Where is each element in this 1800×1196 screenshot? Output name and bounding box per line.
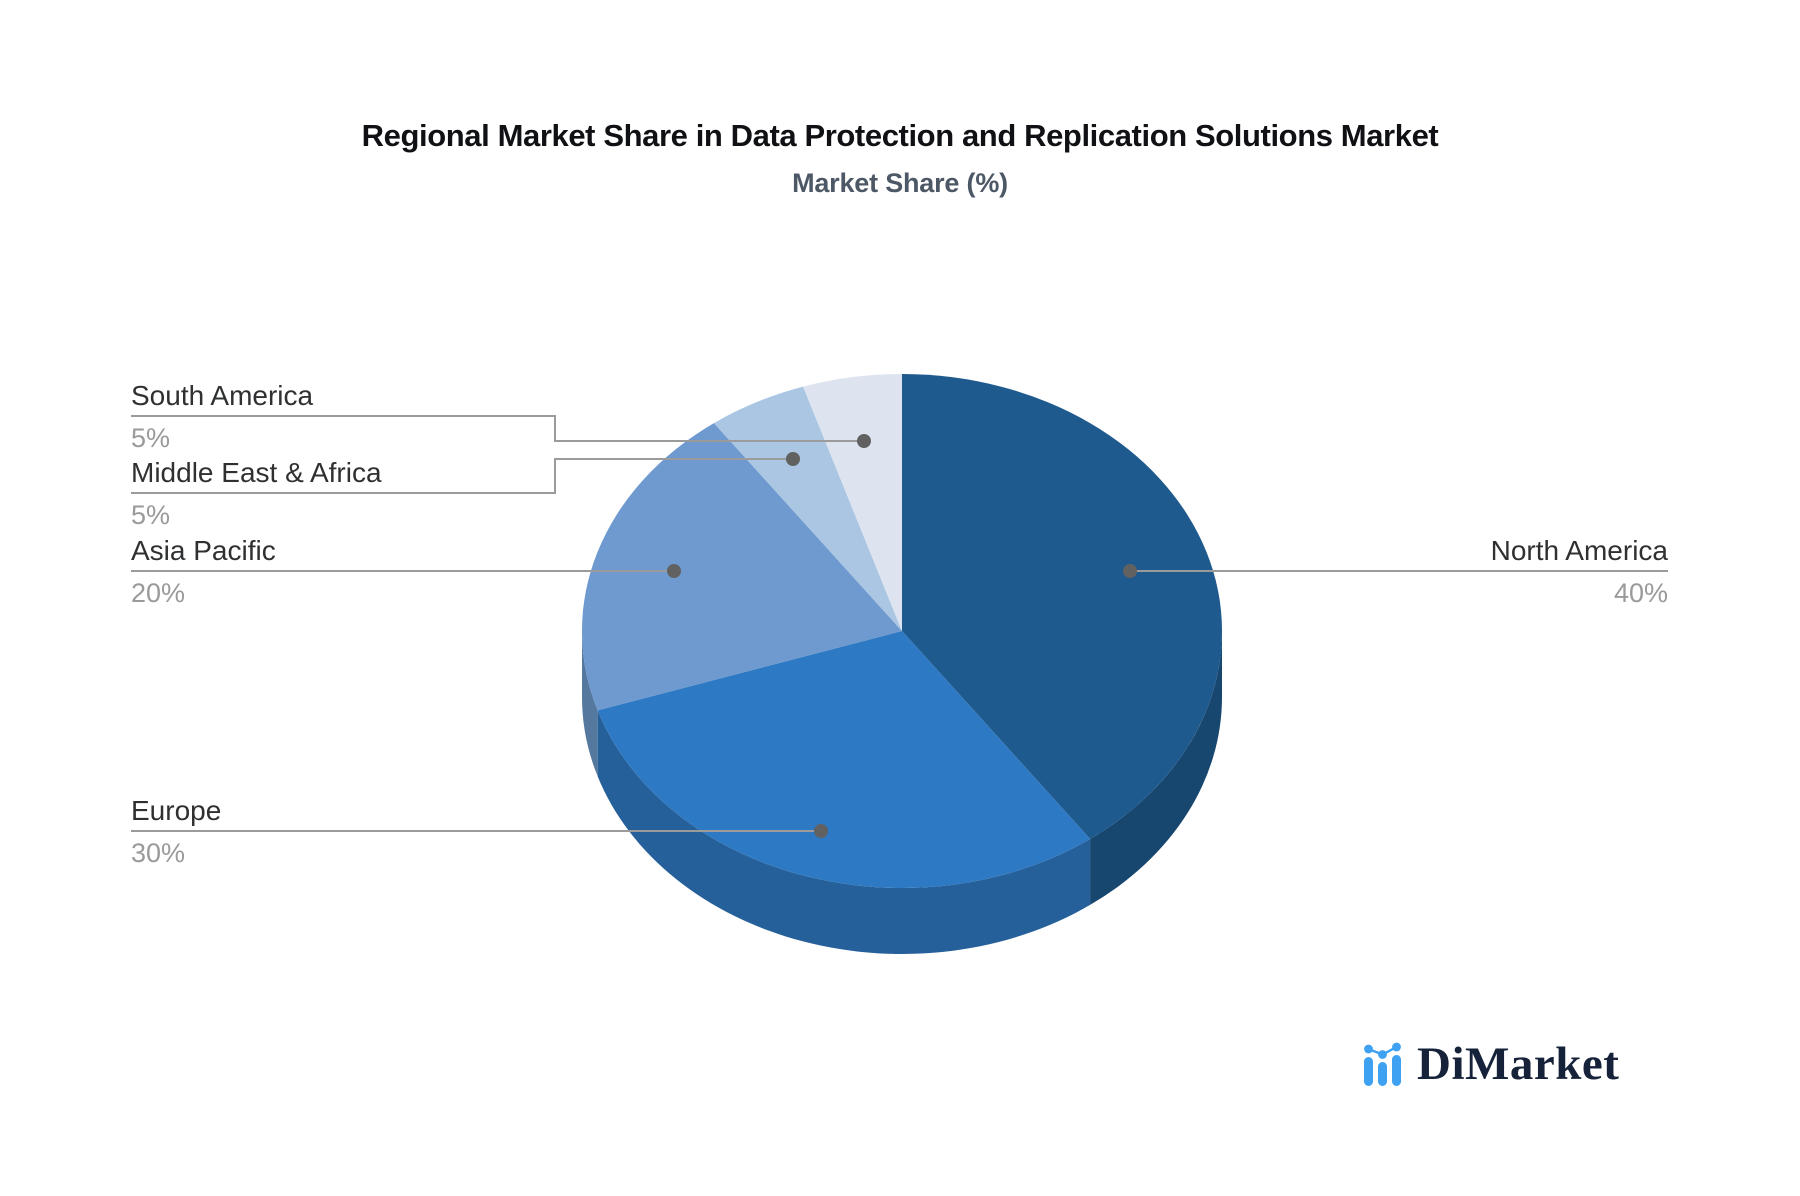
slice-label-value: 40% — [1613, 578, 1668, 608]
brand-logo: DiMarket — [1364, 1040, 1619, 1088]
slice-label-middle-east-africa: Middle East & Africa 5% — [131, 459, 382, 529]
leader-line-middle-east-africa — [131, 458, 793, 494]
pie-slice-south-america[interactable] — [803, 374, 902, 631]
pie-slice-asia-pacific[interactable] — [582, 423, 902, 711]
pie-slice-depth-north-america — [1090, 631, 1222, 905]
chart-subtitle: Market Share (%) — [792, 168, 1008, 198]
pie-slice-depth-asia-pacific — [582, 631, 598, 777]
slice-label-value: 5% — [131, 500, 171, 530]
pie-slice-depth-europe — [597, 710, 1091, 954]
slice-label-europe: Europe 30% — [131, 797, 221, 867]
brand-logo-text: DiMarket — [1417, 1038, 1620, 1090]
slice-label-asia-pacific: Asia Pacific 20% — [131, 537, 276, 607]
slice-label-name: North America — [1490, 535, 1668, 566]
chart-title: Regional Market Share in Data Protection… — [361, 118, 1439, 153]
slice-label-name: Europe — [131, 795, 222, 826]
pie-slice-europe[interactable] — [597, 631, 1091, 888]
leader-dot-europe — [814, 824, 828, 838]
slice-label-name: Middle East & Africa — [131, 457, 382, 488]
leader-dot-south-america — [857, 434, 871, 448]
slice-label-value: 5% — [131, 423, 171, 453]
pie-slice-middle-east-africa[interactable] — [713, 386, 902, 631]
slice-label-south-america: South America 5% — [131, 382, 313, 452]
leader-line-south-america — [131, 415, 864, 442]
slice-label-value: 30% — [131, 838, 186, 868]
bar-line-chart-icon — [1364, 1042, 1401, 1086]
leader-dot-north-america — [1123, 564, 1137, 578]
pie-slice-north-america[interactable] — [902, 374, 1222, 839]
slice-label-north-america: North America 40% — [1491, 537, 1668, 607]
slice-label-value: 20% — [131, 578, 186, 608]
leader-dot-middle-east-africa — [786, 452, 800, 466]
slice-label-name: Asia Pacific — [131, 535, 276, 566]
leader-dot-asia-pacific — [667, 564, 681, 578]
slice-label-name: South America — [131, 380, 314, 411]
